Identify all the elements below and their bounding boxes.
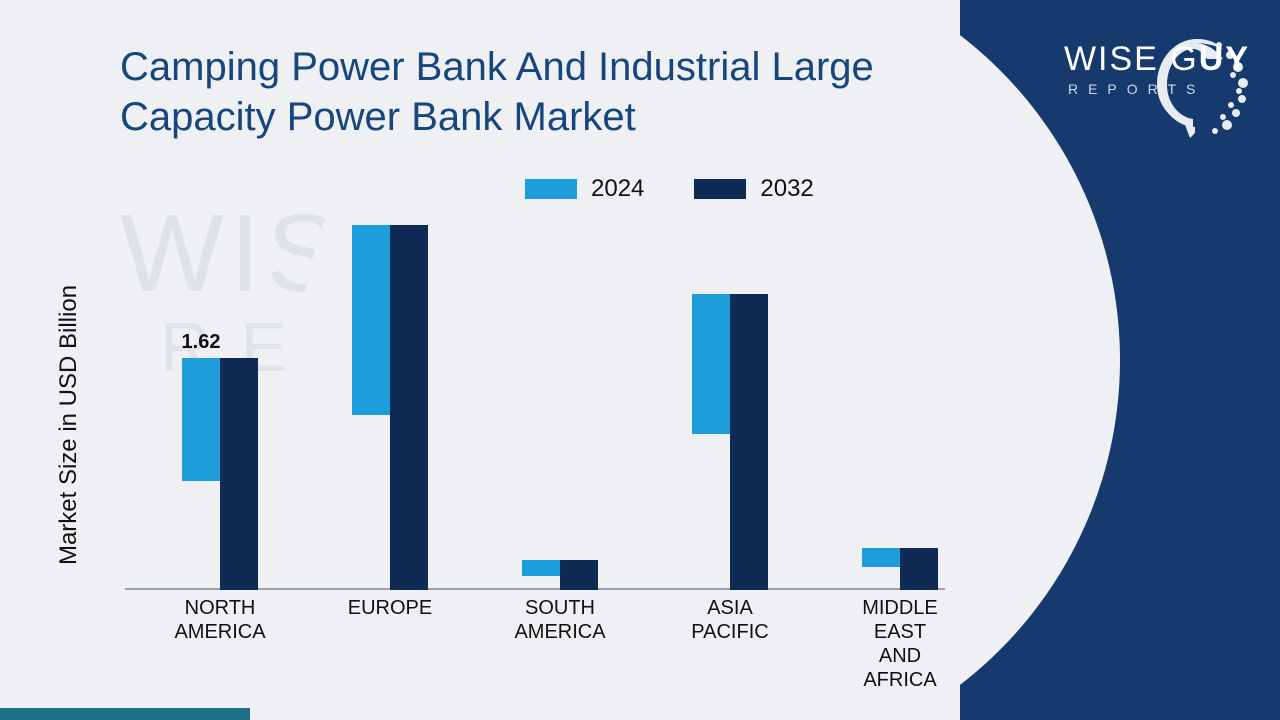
bar-2032 xyxy=(730,294,768,590)
category-label: ASIAPACIFIC xyxy=(655,596,805,644)
bar-group xyxy=(485,560,635,590)
category-label: SOUTHAMERICA xyxy=(485,596,635,644)
plot-area: 1.62 xyxy=(125,210,945,590)
bar-value-label: 1.62 xyxy=(182,331,221,354)
bar-group xyxy=(315,225,465,590)
bar-group xyxy=(655,294,805,590)
bar-2024 xyxy=(692,294,730,435)
legend-item-2032: 2032 xyxy=(694,175,813,203)
bar-group xyxy=(825,548,975,590)
x-axis-labels: NORTHAMERICA EUROPE SOUTHAMERICA ASIAPACIFI… xyxy=(125,590,945,710)
bar-2032 xyxy=(390,225,428,590)
category-label: NORTHAMERICA xyxy=(145,596,295,644)
legend: 2024 2032 xyxy=(525,175,814,203)
category-label: EUROPE xyxy=(315,596,465,620)
legend-swatch-2032 xyxy=(694,179,746,199)
legend-item-2024: 2024 xyxy=(525,175,644,203)
bar-2024 xyxy=(352,225,390,415)
brand-logo: WISE GUY REPORTS xyxy=(1064,40,1250,97)
bar-2032 xyxy=(220,358,258,590)
category-label: MIDDLEEASTANDAFRICA xyxy=(825,596,975,692)
bar-2032 xyxy=(900,548,938,590)
bar-2032 xyxy=(560,560,598,590)
chart-region: Market Size in USD Billion 2024 2032 1.6… xyxy=(55,175,955,705)
bar-2024 xyxy=(862,548,900,567)
legend-label-2032: 2032 xyxy=(760,175,813,203)
legend-swatch-2024 xyxy=(525,179,577,199)
brand-text-a: WISE G xyxy=(1064,40,1199,78)
brand-subtext: REPORTS xyxy=(1068,81,1250,97)
y-axis-label: Market Size in USD Billion xyxy=(55,235,83,615)
brand-text-b: UY xyxy=(1199,40,1250,78)
legend-label-2024: 2024 xyxy=(591,175,644,203)
bar-2024 xyxy=(522,560,560,577)
bar-2024: 1.62 xyxy=(182,358,220,481)
footer-accent-strip xyxy=(0,708,250,720)
chart-title: Camping Power Bank And Industrial Large … xyxy=(120,42,880,142)
bar-group: 1.62 xyxy=(145,358,295,590)
